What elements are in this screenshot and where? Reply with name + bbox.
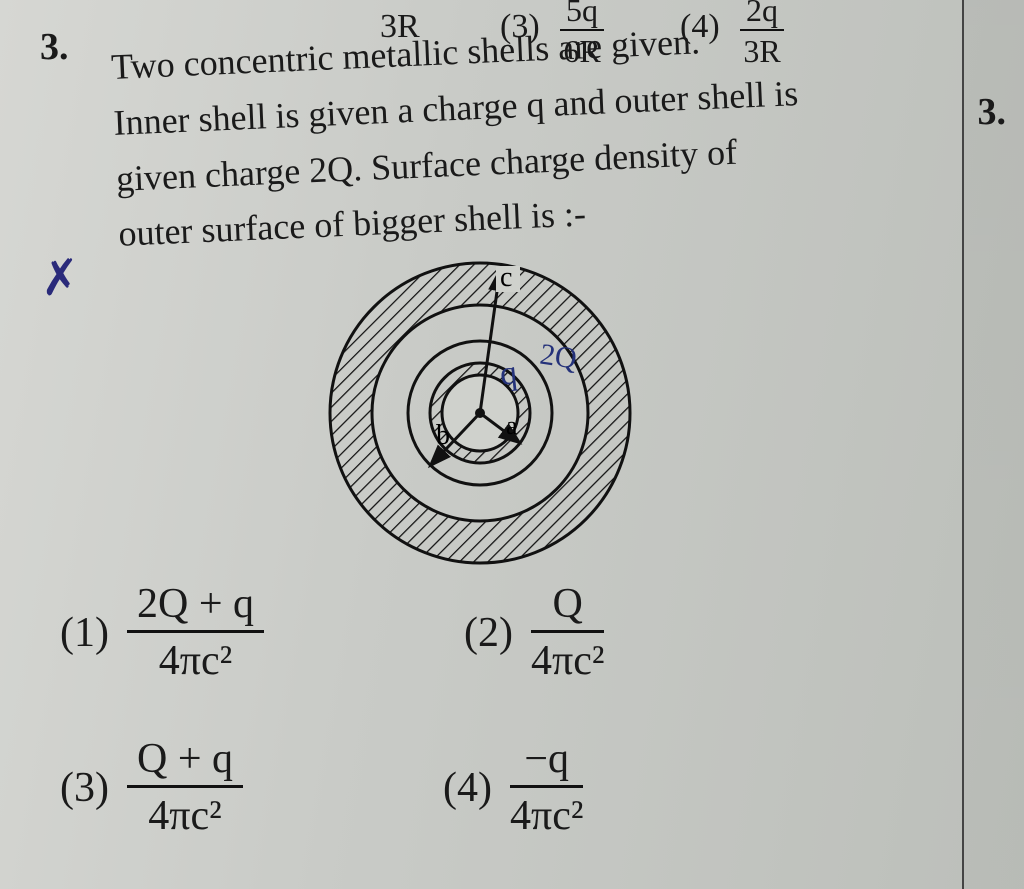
option-2-num: Q xyxy=(531,580,604,633)
option-1-frac: 2Q + q 4πc² xyxy=(127,580,264,685)
question-number: 3. xyxy=(40,25,69,69)
option-1-label: (1) xyxy=(60,609,109,657)
label-c: c xyxy=(500,262,512,293)
option-2-frac: Q 4πc² xyxy=(531,580,604,685)
problem-text: Two concentric metallic shells are given… xyxy=(110,5,919,263)
shells-diagram: c b a xyxy=(310,258,650,568)
option-4-frac: −q 4πc² xyxy=(510,735,583,840)
option-1-den: 4πc² xyxy=(127,633,264,685)
problem-line3: given charge 2Q. Surface charge density … xyxy=(115,131,738,198)
option-3-frac: Q + q 4πc² xyxy=(127,735,243,840)
option-4-label: (4) xyxy=(443,764,492,812)
option-3-num: Q + q xyxy=(127,735,243,788)
handwritten-2q: 2Q xyxy=(538,338,579,377)
option-2-den: 4πc² xyxy=(531,633,604,685)
option-2-label: (2) xyxy=(464,609,513,657)
problem-line1: Two concentric metallic shells are given… xyxy=(110,21,700,87)
page: 3. 3R (3) 5q 6R (4) 2q 3R 3. Two concent… xyxy=(0,0,1024,889)
option-4-num: −q xyxy=(510,735,583,788)
option-1-num: 2Q + q xyxy=(127,580,264,633)
problem-line4: outer surface of bigger shell is :- xyxy=(118,194,587,254)
option-4: (4) −q 4πc² xyxy=(443,735,583,840)
option-2: (2) Q 4πc² xyxy=(464,580,604,685)
option-3: (3) Q + q 4πc² xyxy=(60,735,243,840)
shells-svg: c b a xyxy=(310,258,650,568)
option-3-den: 4πc² xyxy=(127,788,243,840)
options-block: (1) 2Q + q 4πc² (2) Q 4πc² (3) Q + q 4πc… xyxy=(60,580,960,889)
option-4-den: 4πc² xyxy=(510,788,583,840)
options-row1: (1) 2Q + q 4πc² (2) Q 4πc² xyxy=(60,580,960,685)
option-1: (1) 2Q + q 4πc² xyxy=(60,580,264,685)
next-question-number: 3. xyxy=(978,90,1007,134)
label-a: a xyxy=(506,411,518,440)
option-3-label: (3) xyxy=(60,764,109,812)
handwritten-cross: ✗ xyxy=(38,248,83,307)
options-row2: (3) Q + q 4πc² (4) −q 4πc² xyxy=(60,735,960,840)
label-b: b xyxy=(436,420,450,451)
